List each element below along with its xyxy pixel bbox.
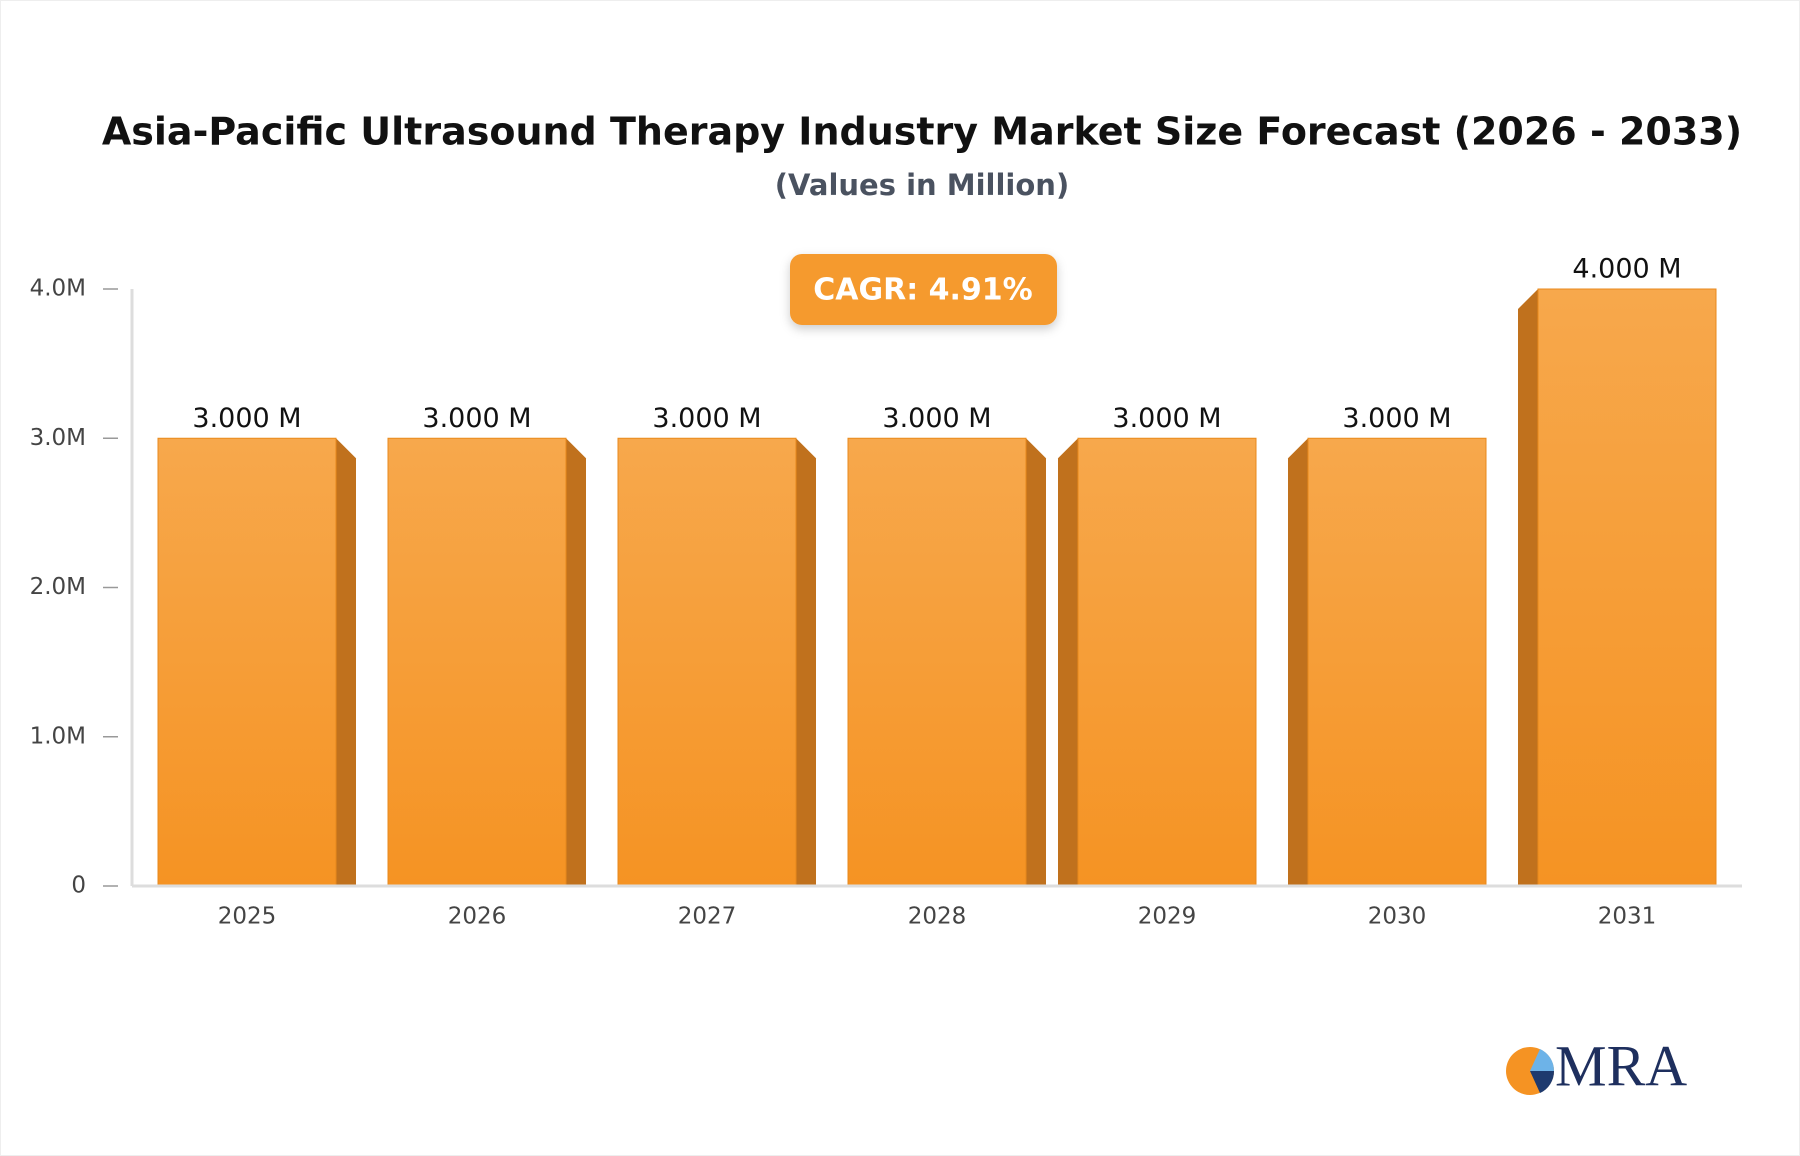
cagr-badge-bg bbox=[790, 254, 1057, 325]
logo-slice bbox=[1530, 1071, 1555, 1093]
bar-side bbox=[566, 438, 586, 886]
x-tick-label: 2027 bbox=[678, 904, 737, 930]
bar-side bbox=[1058, 438, 1078, 886]
chart-title: Asia-Pacific Ultrasound Therapy Industry… bbox=[102, 110, 1742, 154]
value-label: 3.000 M bbox=[882, 403, 991, 434]
y-tick-label: 0 bbox=[71, 873, 86, 899]
chart-subtitle: (Values in Million) bbox=[775, 168, 1069, 202]
x-tick-label: 2025 bbox=[218, 904, 277, 930]
bar bbox=[1307, 437, 1487, 887]
cagr-text: CAGR: 4.91% bbox=[813, 273, 1032, 308]
bar-side bbox=[336, 438, 356, 886]
x-tick-label: 2026 bbox=[448, 904, 507, 930]
value-label: 3.000 M bbox=[1112, 403, 1221, 434]
bar bbox=[847, 437, 1027, 887]
bar bbox=[157, 437, 337, 887]
x-tick-label: 2031 bbox=[1598, 904, 1657, 930]
y-tick-label: 3.0M bbox=[30, 425, 86, 451]
bar bbox=[1537, 288, 1717, 887]
bar-side bbox=[1026, 438, 1046, 886]
bar-side bbox=[1288, 438, 1308, 886]
x-tick-label: 2030 bbox=[1368, 904, 1427, 930]
bar bbox=[387, 437, 567, 887]
logo-slice bbox=[1530, 1049, 1555, 1071]
value-label: 3.000 M bbox=[1342, 403, 1451, 434]
y-tick-label: 4.0M bbox=[30, 276, 86, 302]
bar-side bbox=[796, 438, 816, 886]
value-label: 3.000 M bbox=[422, 403, 531, 434]
y-tick-label: 2.0M bbox=[30, 574, 86, 600]
bar-side bbox=[1518, 289, 1538, 886]
logo-text: MRA bbox=[1555, 1033, 1687, 1098]
logo: MRA bbox=[1506, 1033, 1687, 1098]
x-tick-label: 2029 bbox=[1138, 904, 1197, 930]
value-label: 3.000 M bbox=[652, 403, 761, 434]
bar bbox=[617, 437, 797, 887]
cagr-badge bbox=[790, 254, 1057, 325]
value-label: 3.000 M bbox=[192, 403, 301, 434]
value-label: 4.000 M bbox=[1572, 254, 1681, 285]
y-tick-label: 1.0M bbox=[30, 723, 86, 749]
x-tick-label: 2028 bbox=[908, 904, 967, 930]
bar bbox=[1077, 437, 1257, 887]
